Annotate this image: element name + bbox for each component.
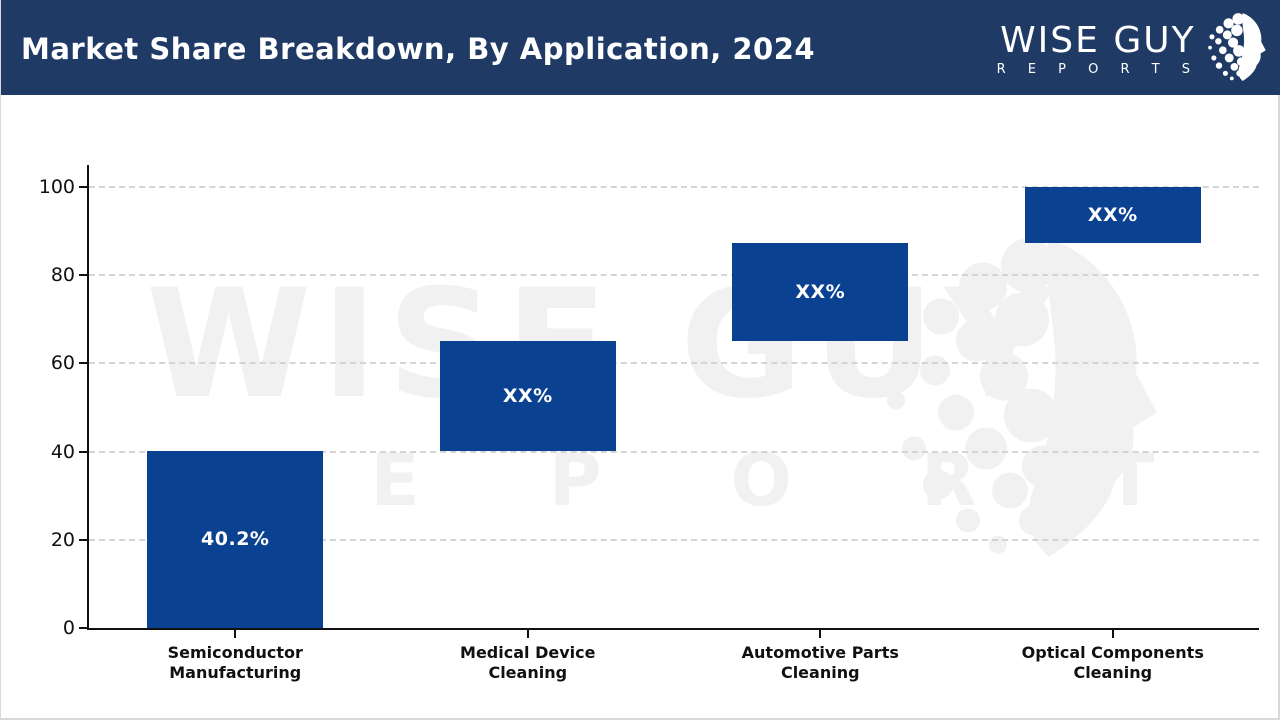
gridline-60 [89, 362, 1259, 365]
plot-area: 0 20 40 60 80 100 40.2% Semiconductor Manufactu… [1, 95, 1280, 720]
x-tick-mark [1111, 630, 1114, 638]
y-tick-label: 40 [50, 440, 75, 463]
x-tick-mark [234, 630, 237, 638]
y-axis-spine [87, 165, 89, 630]
header-banner: Market Share Breakdown, By Application, … [1, 0, 1280, 95]
gridline-20 [89, 538, 1259, 541]
category-label: Automotive Parts Cleaning [741, 643, 899, 682]
x-tick-mark [526, 630, 529, 638]
y-tick-label: 20 [50, 528, 75, 551]
y-tick-mark [79, 538, 88, 541]
bar-value-label: 40.2% [201, 528, 270, 551]
y-tick-label: 0 [62, 617, 75, 639]
y-tick-label: 80 [50, 264, 75, 287]
bar-value-label: XX% [795, 281, 846, 304]
bar-value-label: XX% [1087, 204, 1138, 227]
x-tick-mark [819, 630, 822, 638]
bar-4: XX% [1024, 187, 1201, 244]
gridline-100 [89, 186, 1259, 188]
x-axis-spine [87, 628, 1259, 630]
y-tick-mark [79, 627, 88, 629]
chart-title: Market Share Breakdown, By Application, … [21, 32, 816, 66]
y-tick-mark [79, 362, 88, 365]
logo-head-icon [1208, 13, 1266, 81]
category-label: Optical Components Cleaning [1021, 643, 1204, 682]
category-label: Semiconductor Manufacturing [167, 643, 303, 682]
y-tick-mark [79, 186, 88, 188]
y-tick-label: 100 [38, 176, 75, 198]
y-tick-label: 60 [50, 352, 75, 375]
bar-value-label: XX% [502, 385, 553, 408]
bar-2: XX% [439, 341, 616, 451]
logo-subtext: R E P O R T S [996, 61, 1199, 77]
logo-text-block: WISE GUY R E P O R T S [997, 20, 1199, 77]
bar-3: XX% [732, 243, 909, 342]
logo-wordmark: WISE GUY [1000, 19, 1196, 61]
y-tick-mark [79, 274, 88, 277]
gridline-80 [89, 274, 1259, 277]
wise-guy-reports-logo: WISE GUY R E P O R T S [997, 8, 1267, 88]
gridline-40 [89, 450, 1259, 453]
y-tick-mark [79, 450, 88, 453]
category-label: Medical Device Cleaning [460, 643, 596, 682]
bar-1: 40.2% [147, 450, 324, 628]
